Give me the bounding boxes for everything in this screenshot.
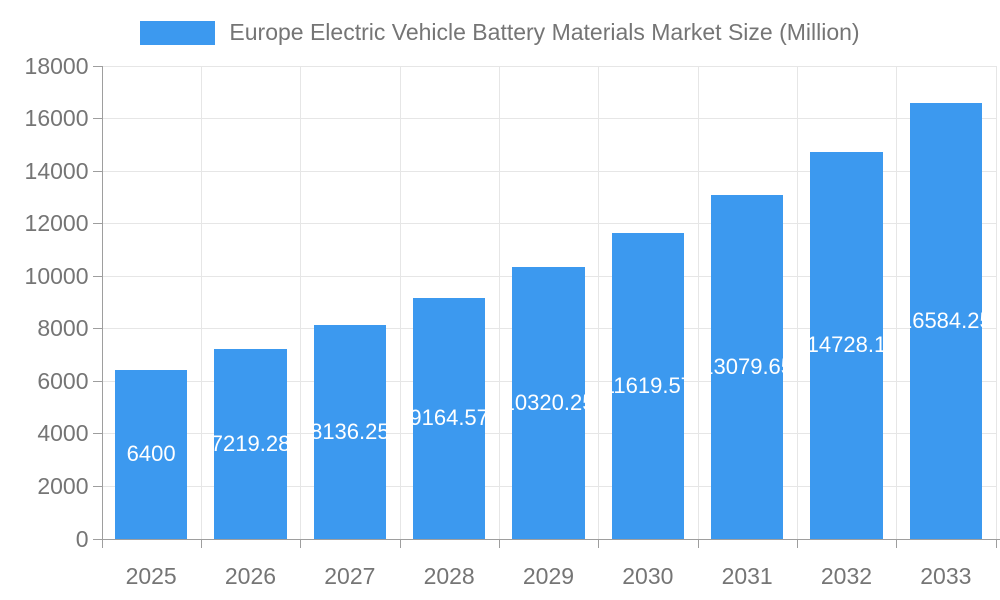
- gridline-vertical: [995, 65, 997, 539]
- bar-value-label: 13079.65: [711, 353, 784, 379]
- bar-value-label: 9164.57: [412, 405, 486, 431]
- bar[interactable]: 13079.65: [710, 194, 784, 539]
- y-axis-tick-mark: [92, 328, 102, 330]
- x-tick-label: 2025: [125, 562, 177, 589]
- gridline-vertical: [598, 65, 600, 539]
- x-axis-tick-mark: [300, 538, 302, 548]
- legend-label: Europe Electric Vehicle Battery Material…: [229, 19, 860, 45]
- plot-area: 18000 16000 14000 12000 10000 8000 6000 4000 200…: [25, 53, 1000, 589]
- y-tick-label: 14000: [24, 157, 89, 184]
- x-axis-tick-mark: [896, 538, 898, 548]
- x-tick-label: 2028: [423, 562, 475, 589]
- x-axis-tick-mark: [598, 538, 600, 548]
- y-tick-label: 2000: [37, 472, 89, 499]
- gridline-horizontal: [101, 65, 996, 67]
- bar[interactable]: 10320.25: [512, 267, 585, 539]
- x-axis-tick-mark: [399, 538, 401, 548]
- x-tick-label: 2031: [721, 562, 773, 589]
- y-axis-tick-mark: [92, 65, 102, 67]
- bar-value-label: 11619.57: [612, 372, 685, 398]
- y-axis-tick-mark: [92, 118, 102, 120]
- x-tick-label: 2026: [224, 562, 277, 589]
- y-tick-label: 0: [75, 525, 89, 552]
- bar-value-label: 7219.28: [214, 430, 287, 456]
- y-tick-label: 10000: [24, 262, 89, 289]
- y-tick-label: 16000: [24, 105, 89, 132]
- bar-value-label: 8136.25: [313, 418, 387, 444]
- bar[interactable]: 8136.25: [313, 324, 387, 539]
- gridline-vertical: [697, 65, 699, 539]
- y-tick-label: 18000: [24, 52, 89, 79]
- gridline-horizontal: [101, 118, 996, 120]
- x-axis-tick-mark: [101, 538, 103, 548]
- gridline-vertical: [896, 65, 898, 539]
- gridline-vertical: [498, 65, 500, 539]
- bar-value-label: 10320.25: [512, 389, 585, 415]
- x-tick-label: 2032: [820, 562, 873, 589]
- x-tick-label: 2027: [324, 562, 376, 589]
- y-tick-label: 6000: [37, 367, 89, 394]
- gridline-vertical: [200, 65, 202, 539]
- gridline-vertical: [796, 65, 798, 539]
- bar-value-label: 6400: [126, 441, 176, 467]
- bar[interactable]: 7219.28: [214, 348, 287, 539]
- x-axis-tick-mark: [995, 538, 997, 548]
- x-axis-line: [100, 538, 1000, 540]
- x-axis-tick-mark: [796, 538, 798, 548]
- y-axis-tick-mark: [92, 223, 102, 225]
- y-axis-tick-mark: [92, 170, 102, 172]
- x-tick-label: 2029: [522, 562, 575, 589]
- gridline-vertical: [300, 65, 302, 539]
- x-axis-tick-mark: [498, 538, 500, 548]
- legend-swatch: [140, 20, 216, 45]
- y-axis-tick-mark: [92, 275, 102, 277]
- bar-value-label: 14728.1: [810, 332, 883, 357]
- bar[interactable]: 14728.1: [810, 151, 883, 539]
- y-tick-label: 12000: [24, 210, 89, 237]
- legend-item[interactable]: Europe Electric Vehicle Battery Material…: [0, 20, 1000, 45]
- y-axis-tick-mark: [92, 433, 102, 435]
- gridline-horizontal: [101, 170, 996, 172]
- y-axis-tick-mark: [92, 538, 102, 540]
- gridline-vertical: [399, 65, 401, 539]
- y-axis-tick-mark: [92, 380, 102, 382]
- gridline-horizontal: [101, 223, 996, 225]
- x-axis-tick-mark: [200, 538, 202, 548]
- bar[interactable]: 6400: [114, 370, 188, 539]
- y-axis-line: [101, 65, 103, 539]
- x-tick-label: 2033: [920, 562, 972, 589]
- x-axis-tick-mark: [697, 538, 699, 548]
- bar[interactable]: 11619.57: [611, 233, 685, 539]
- x-tick-label: 2030: [622, 562, 674, 589]
- y-tick-label: 4000: [37, 420, 89, 447]
- y-axis-tick-mark: [92, 485, 102, 487]
- y-tick-label: 8000: [37, 315, 89, 342]
- bar[interactable]: 9164.57: [412, 297, 486, 539]
